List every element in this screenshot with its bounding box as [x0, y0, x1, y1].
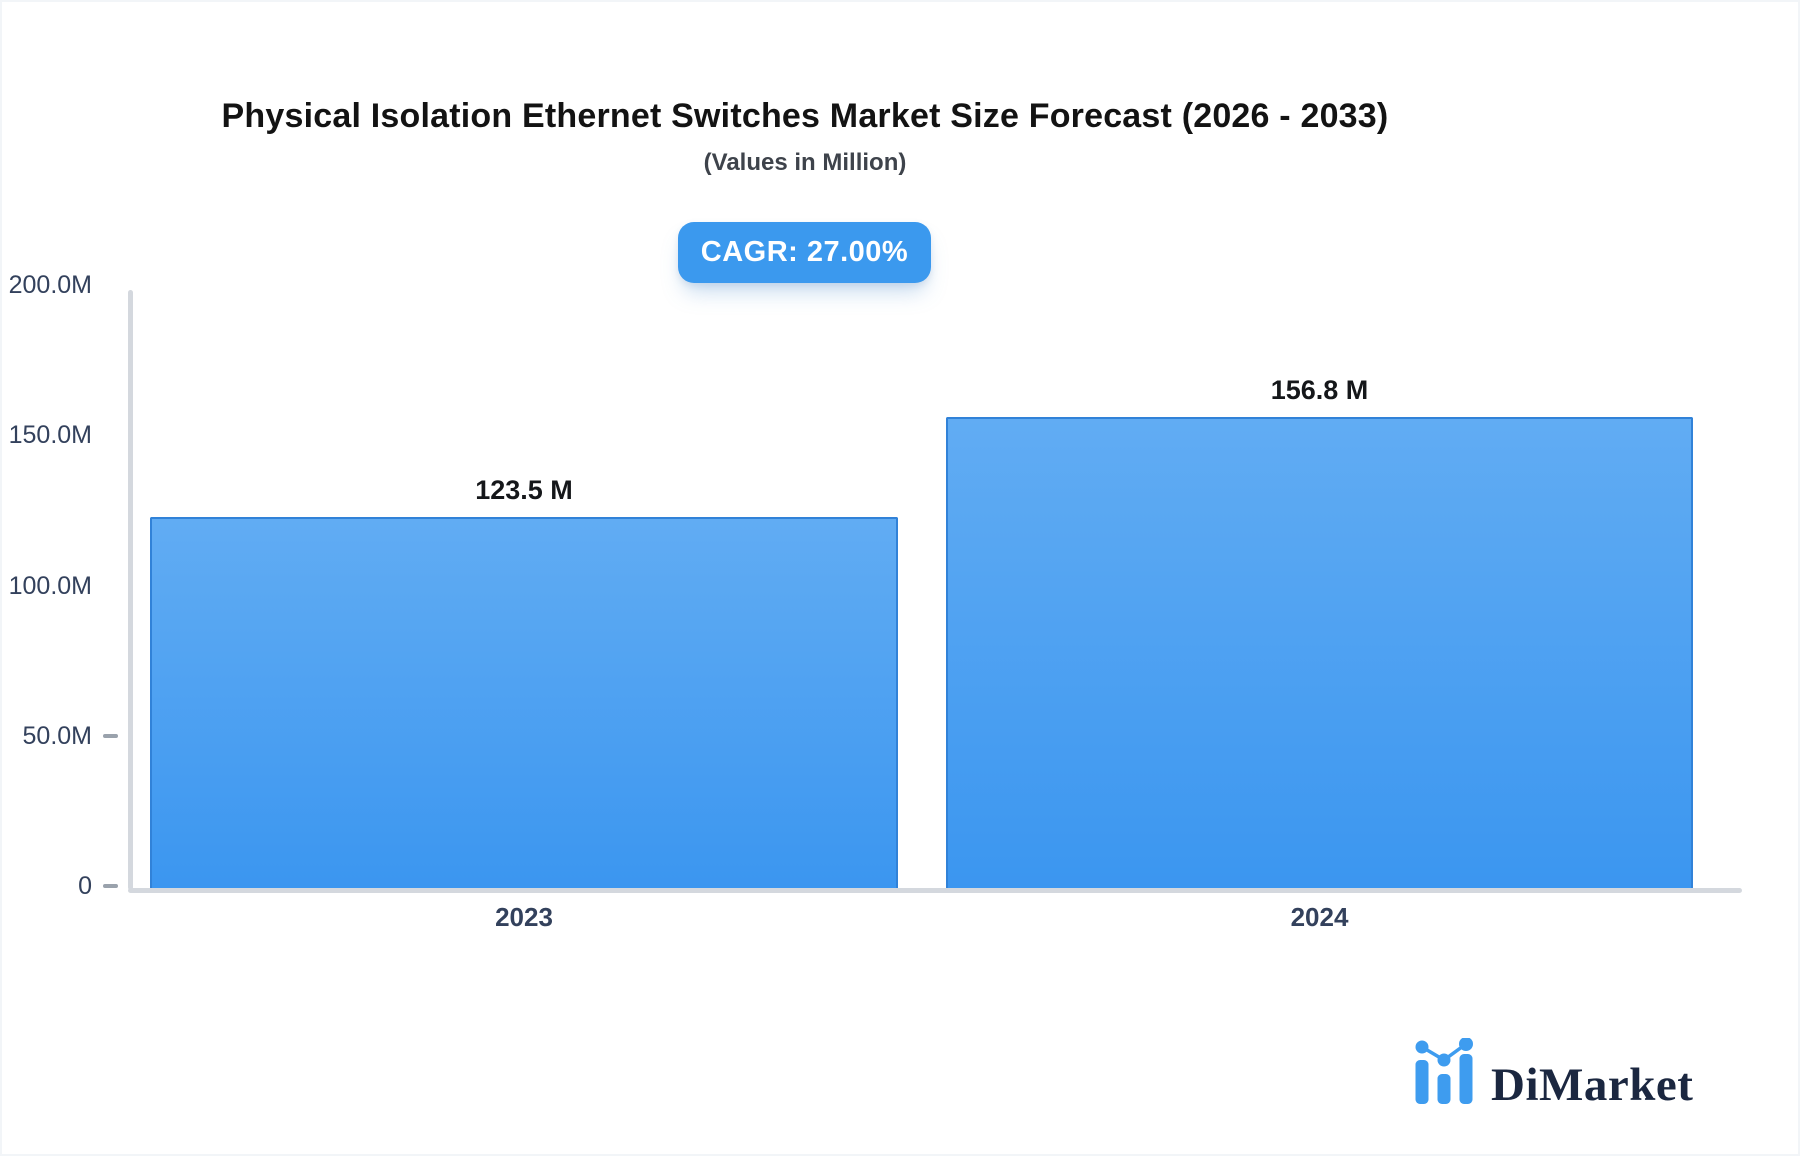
chart-subtitle: (Values in Million) — [703, 149, 907, 176]
y-tick-mark — [103, 884, 118, 888]
dimarket-wordmark: DiMarket — [1491, 1059, 1694, 1111]
y-tick-label: 200.0M — [8, 271, 92, 299]
y-tick-mark — [103, 733, 118, 738]
bar-value-label: 156.8 M — [1270, 374, 1369, 405]
dimarket-logo: DiMarket — [1412, 1037, 1694, 1111]
y-tick-label: 100.0M — [8, 571, 92, 600]
x-axis-label: 2024 — [1290, 902, 1349, 932]
y-axis-line — [128, 290, 133, 890]
y-tick-label: 0 — [78, 872, 92, 900]
bar-chart-with-trend-dots-icon — [1412, 1037, 1476, 1111]
x-axis-line — [128, 888, 1742, 893]
bar-2024 — [946, 416, 1693, 888]
y-tick-label: 50.0M — [22, 721, 92, 750]
y-tick-label: 150.0M — [8, 421, 92, 450]
cagr-badge: CAGR: 27.00% — [678, 222, 931, 283]
bar-2023 — [150, 516, 898, 888]
chart-title: Physical Isolation Ethernet Switches Mar… — [221, 97, 1389, 135]
bar-value-label: 123.5 M — [475, 474, 573, 505]
x-axis-label: 2023 — [495, 902, 553, 932]
